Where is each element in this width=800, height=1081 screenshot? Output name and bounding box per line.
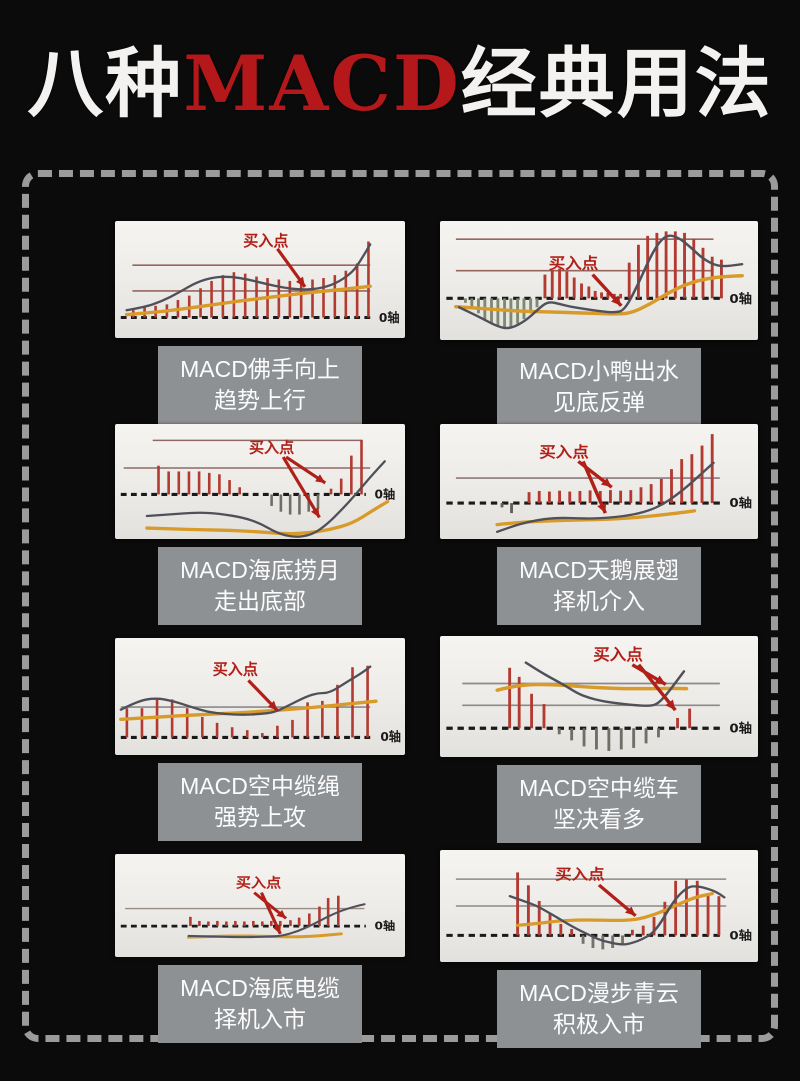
- caption-line2: 见底反弹: [552, 389, 645, 415]
- macd-card-2: 买入点 0轴 MACD小鸭出水 见底反弹: [440, 221, 758, 426]
- chart-panel-7: 买入点 0轴: [115, 854, 405, 957]
- card-caption-1: MACD佛手向上 趋势上行: [158, 346, 362, 424]
- card-caption-3: MACD海底捞月 走出底部: [158, 547, 362, 625]
- svg-text:买入点: 买入点: [236, 875, 281, 891]
- macd-card-3: 买入点 0轴 MACD海底捞月 走出底部: [115, 424, 405, 625]
- chart-panel-6: 买入点 0轴: [440, 636, 758, 757]
- card-caption-8: MACD漫步青云 积极入市: [497, 970, 701, 1048]
- caption-line2: 积极入市: [552, 1011, 645, 1037]
- caption-line2: 强势上攻: [213, 804, 306, 830]
- macd-card-6: 买入点 0轴 MACD空中缆车 坚决看多: [440, 636, 758, 843]
- svg-text:0轴: 0轴: [379, 310, 400, 325]
- macd-card-5: 买入点 0轴 MACD空中缆绳 强势上攻: [115, 638, 405, 841]
- caption-line1: MACD空中缆车: [519, 775, 679, 801]
- macd-mini-chart-2: 买入点 0轴: [446, 231, 752, 330]
- page-title: 八种MACD经典用法: [0, 36, 800, 131]
- svg-text:0轴: 0轴: [729, 292, 752, 307]
- macd-mini-chart-4: 买入点 0轴: [446, 434, 752, 533]
- macd-mini-chart-1: 买入点 0轴: [120, 232, 400, 325]
- chart-panel-2: 买入点 0轴: [440, 221, 758, 340]
- svg-text:0轴: 0轴: [375, 487, 396, 502]
- title-suffix: 经典用法: [460, 39, 773, 128]
- chart-panel-4: 买入点 0轴: [440, 424, 758, 539]
- macd-mini-chart-3: 买入点 0轴: [120, 439, 396, 538]
- title-highlight: MACD: [183, 39, 461, 128]
- chart-panel-1: 买入点 0轴: [115, 221, 405, 338]
- macd-mini-chart-7: 买入点 0轴: [120, 875, 396, 939]
- svg-text:买入点: 买入点: [549, 254, 599, 272]
- caption-line1: MACD漫步青云: [519, 980, 679, 1006]
- dashed-border-board: [22, 170, 778, 1042]
- card-caption-7: MACD海底电缆 择机入市: [158, 965, 362, 1043]
- caption-line1: MACD佛手向上: [180, 356, 340, 382]
- caption-line2: 趋势上行: [213, 387, 306, 413]
- svg-text:0轴: 0轴: [729, 721, 752, 737]
- svg-text:0轴: 0轴: [729, 496, 752, 511]
- caption-line2: 择机介入: [552, 588, 645, 614]
- chart-panel-8: 买入点 0轴: [440, 850, 758, 962]
- caption-line1: MACD海底电缆: [180, 975, 340, 1001]
- chart-panel-5: 买入点 0轴: [115, 638, 405, 755]
- svg-text:买入点: 买入点: [539, 443, 589, 461]
- svg-text:买入点: 买入点: [593, 646, 643, 665]
- svg-text:买入点: 买入点: [213, 661, 258, 679]
- svg-text:0轴: 0轴: [729, 928, 752, 942]
- card-caption-4: MACD天鹅展翅 择机介入: [497, 547, 701, 625]
- card-caption-2: MACD小鸭出水 见底反弹: [497, 348, 701, 426]
- card-caption-5: MACD空中缆绳 强势上攻: [158, 763, 362, 841]
- caption-line2: 择机入市: [213, 1006, 306, 1032]
- caption-line2: 坚决看多: [552, 806, 645, 832]
- caption-line1: MACD天鹅展翅: [519, 557, 679, 583]
- caption-line1: MACD小鸭出水: [519, 358, 679, 384]
- card-caption-6: MACD空中缆车 坚决看多: [497, 765, 701, 843]
- svg-text:买入点: 买入点: [243, 232, 288, 250]
- svg-text:买入点: 买入点: [249, 439, 294, 457]
- svg-text:买入点: 买入点: [555, 865, 605, 883]
- macd-card-1: 买入点 0轴 MACD佛手向上 趋势上行: [115, 221, 405, 424]
- caption-line1: MACD空中缆绳: [180, 773, 340, 799]
- macd-card-8: 买入点 0轴 MACD漫步青云 积极入市: [440, 850, 758, 1048]
- macd-card-4: 买入点 0轴 MACD天鹅展翅 择机介入: [440, 424, 758, 625]
- macd-mini-chart-5: 买入点 0轴: [119, 661, 401, 744]
- macd-card-7: 买入点 0轴 MACD海底电缆 择机入市: [115, 854, 405, 1043]
- macd-mini-chart-8: 买入点 0轴: [446, 865, 752, 950]
- title-prefix: 八种: [27, 39, 184, 128]
- svg-text:0轴: 0轴: [375, 919, 396, 932]
- caption-line1: MACD海底捞月: [180, 557, 340, 583]
- chart-panel-3: 买入点 0轴: [115, 424, 405, 539]
- svg-text:0轴: 0轴: [380, 729, 401, 744]
- caption-line2: 走出底部: [213, 588, 306, 614]
- macd-mini-chart-6: 买入点 0轴: [446, 646, 752, 751]
